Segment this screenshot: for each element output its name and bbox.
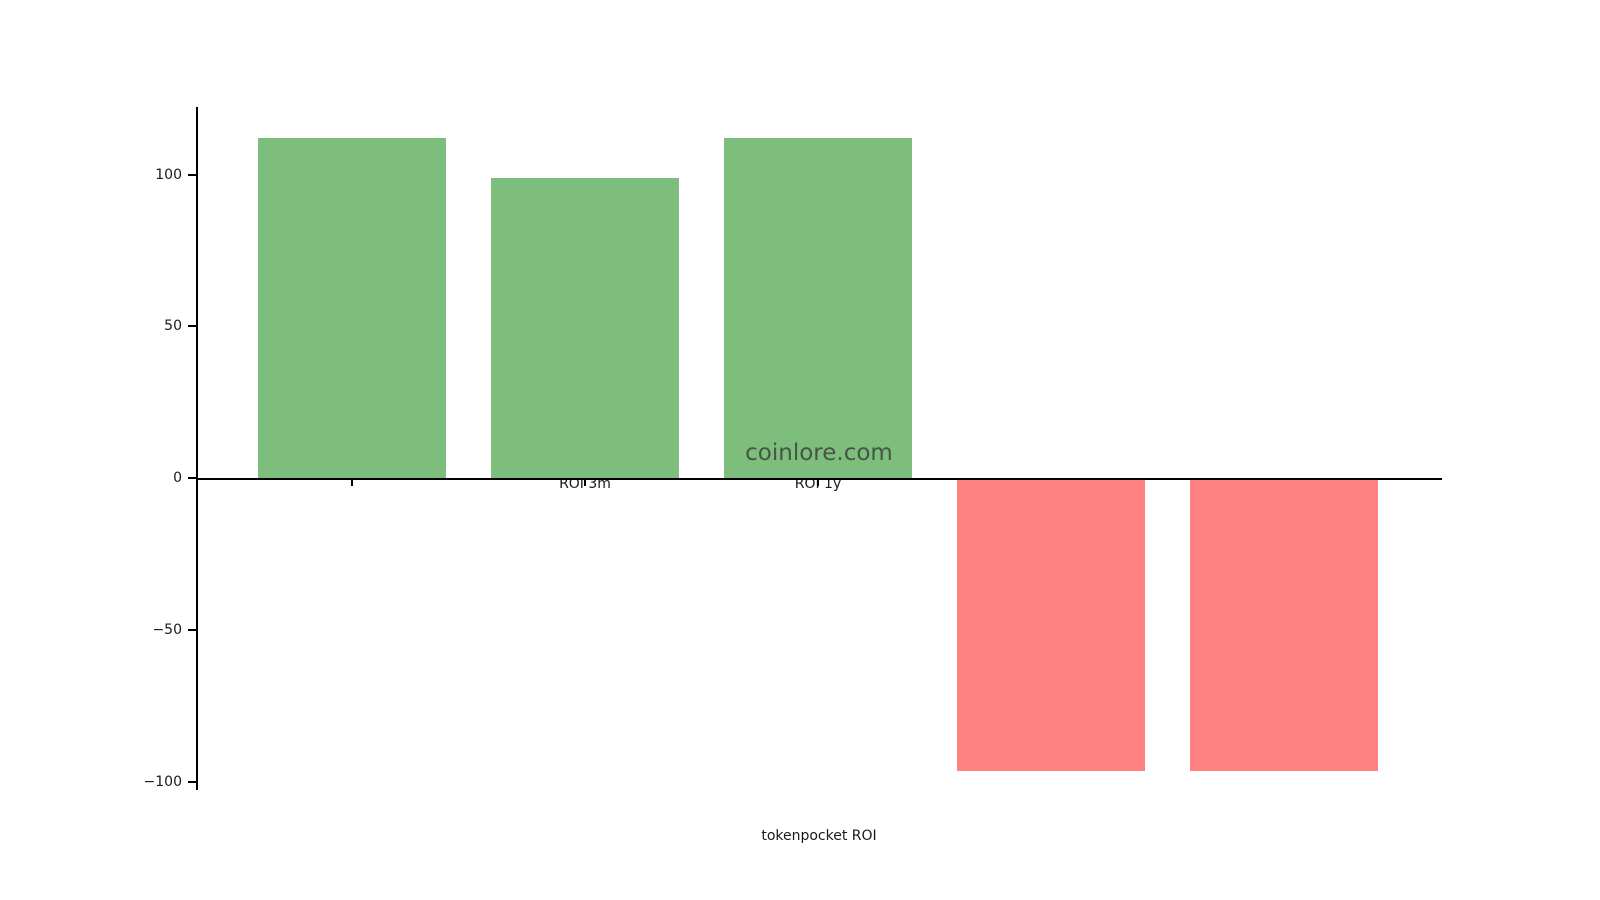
x-tick-mark (584, 478, 586, 486)
watermark-text: coinlore.com (745, 440, 893, 466)
bar-series-1 (258, 138, 446, 478)
y-tick-mark (188, 628, 196, 631)
x-tick-mark (351, 478, 353, 486)
y-tick-label: −50 (152, 621, 182, 638)
y-tick-mark (188, 477, 196, 479)
y-tick-mark (188, 780, 196, 783)
bar-series-4 (957, 480, 1145, 772)
bar-roi-1y (724, 138, 912, 478)
y-tick-label: 50 (164, 318, 182, 335)
y-tick-mark (188, 325, 196, 328)
bar-series-5 (1190, 480, 1378, 772)
y-axis-spine (196, 107, 198, 790)
bar-roi-3m (491, 177, 679, 478)
y-tick-label: 100 (155, 166, 182, 183)
x-tick-mark (817, 478, 819, 486)
y-tick-label: 0 (173, 470, 182, 486)
y-tick-mark (188, 173, 196, 176)
x-axis-title: tokenpocket ROI (761, 828, 877, 844)
y-tick-label: −100 (143, 773, 182, 790)
x-axis-line (196, 478, 1442, 480)
